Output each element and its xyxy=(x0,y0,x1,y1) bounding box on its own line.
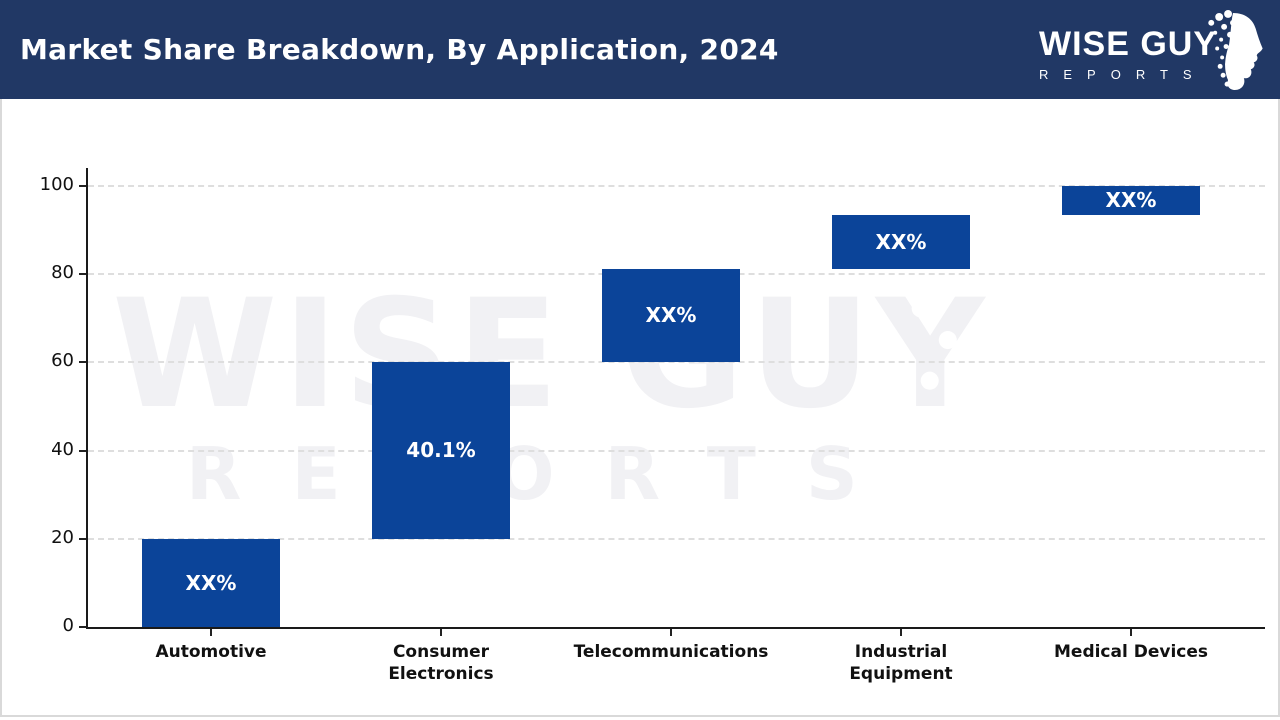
gridline-40 xyxy=(88,449,1265,452)
brand-subtitle: REPORTS xyxy=(1039,67,1207,82)
y-tick-label-0: 0 xyxy=(62,615,74,636)
x-tick-mark-telecommunications xyxy=(670,629,672,636)
y-tick-mark-80 xyxy=(79,273,88,276)
y-tick-label-80: 80 xyxy=(51,262,74,284)
frame-border-bottom xyxy=(0,715,1280,717)
watermark-subtitle: REPORTS xyxy=(186,432,908,516)
x-tick-mark-consumer-electronics xyxy=(440,629,442,636)
x-tick-mark-industrial-equipment xyxy=(900,629,902,636)
y-tick-mark-40 xyxy=(79,449,88,452)
x-tick-label-automotive: Automotive xyxy=(155,642,267,662)
y-tick-label-20: 20 xyxy=(51,526,74,548)
bar-value-label-telecommunications: XX% xyxy=(645,303,697,328)
y-tick-mark-60 xyxy=(79,361,88,364)
y-tick-mark-20 xyxy=(79,537,88,540)
x-tick-mark-automotive xyxy=(210,629,212,636)
x-axis-line xyxy=(86,627,1265,629)
header: Market Share Breakdown, By Application, … xyxy=(0,0,1280,99)
bar-consumer-electronics: 40.1% xyxy=(372,361,510,539)
gridline-20 xyxy=(88,537,1265,540)
brand-wordmark: WISE GUY xyxy=(1039,25,1218,63)
gridline-100 xyxy=(88,185,1265,187)
y-axis-line xyxy=(86,168,88,629)
bar-industrial-equipment: XX% xyxy=(832,214,970,269)
brand-logo-text: WISE GUY REPORTS xyxy=(1039,25,1217,82)
bar-medical-devices: XX% xyxy=(1062,186,1200,215)
y-tick-mark-0 xyxy=(79,626,88,628)
y-tick-label-60: 60 xyxy=(51,350,74,372)
brand-face-icon xyxy=(1208,9,1263,91)
x-tick-label-telecommunications: Telecommunications xyxy=(573,642,769,662)
x-tick-label-industrial-equipment: Industrial Equipment xyxy=(849,642,953,685)
gridline-60 xyxy=(88,361,1265,364)
bar-value-label-consumer-electronics: 40.1% xyxy=(406,438,476,463)
x-tick-label-consumer-electronics: Consumer Electronics xyxy=(388,642,494,685)
frame-border-right xyxy=(1278,99,1280,717)
bar-telecommunications: XX% xyxy=(602,268,740,362)
x-tick-label-medical-devices: Medical Devices xyxy=(1053,642,1209,662)
plot-area: 0 20 40 60 80 100 XX% Automotive 40.1% Consumer El… xyxy=(0,99,1280,720)
bar-value-label-medical-devices: XX% xyxy=(1105,188,1157,213)
x-tick-mark-medical-devices xyxy=(1130,629,1132,636)
bar-automotive: XX% xyxy=(142,538,280,627)
y-tick-mark-100 xyxy=(79,185,88,187)
frame-border-left xyxy=(0,99,2,717)
chart-title: Market Share Breakdown, By Application, … xyxy=(20,33,779,66)
bar-value-label-industrial-equipment: XX% xyxy=(875,229,927,254)
y-tick-label-100: 100 xyxy=(39,174,74,195)
brand-logo: WISE GUY REPORTS xyxy=(1011,7,1266,93)
watermark-wordmark: WISE GUY xyxy=(112,268,990,442)
y-tick-label-40: 40 xyxy=(51,438,74,460)
bar-value-label-automotive: XX% xyxy=(185,570,237,595)
